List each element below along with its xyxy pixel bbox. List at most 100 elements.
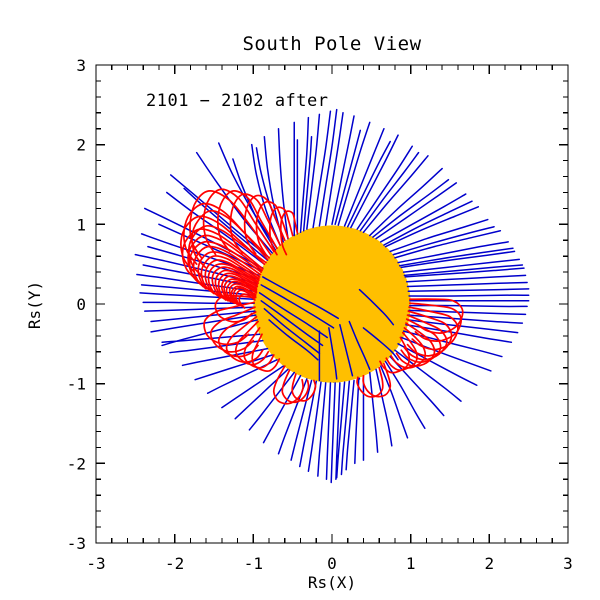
field-line-closed [217, 272, 259, 302]
field-line-closed [214, 294, 256, 323]
axis-group: -3 -2 -1 0 1 2 3 -3 -2 -1 0 1 2 3 [67, 56, 573, 573]
field-line-open [144, 306, 255, 312]
x-tick-label: -1 [244, 554, 263, 573]
field-line-open [356, 145, 413, 230]
field-line-open [161, 319, 259, 347]
y-tick-label: -3 [67, 534, 86, 553]
field-line-open [268, 319, 319, 361]
y-tick-label: 3 [76, 56, 86, 75]
field-line-open [406, 281, 528, 288]
field-line-closed [279, 210, 299, 256]
field-line-closed [214, 269, 259, 301]
field-line-open [340, 380, 351, 476]
field-line-closed [251, 333, 281, 372]
field-line-open [362, 155, 429, 234]
field-line-open [290, 379, 313, 461]
field-line-open [369, 371, 379, 453]
field-line-open [335, 382, 341, 481]
x-tick-label: 2 [485, 554, 495, 573]
field-line-open [380, 193, 467, 243]
field-line-open [318, 108, 338, 227]
field-line-closed [230, 285, 257, 306]
field-line-open [358, 288, 395, 326]
field-line-open [150, 310, 256, 323]
field-line-open [408, 294, 530, 297]
field-line-open [263, 308, 321, 355]
field-line-closed [204, 259, 260, 297]
field-line-closed [409, 302, 462, 342]
field-line-closed [235, 289, 257, 308]
y-axis-label: Rs(Y) [25, 281, 44, 329]
field-line-open [389, 218, 489, 253]
field-line-open [251, 143, 281, 246]
field-line-open [350, 134, 399, 229]
field-line-open [183, 187, 269, 261]
field-line-open [328, 327, 338, 380]
y-tick-label: -1 [67, 375, 86, 394]
field-line-closed [197, 251, 261, 293]
field-line-open [299, 380, 318, 468]
solar-disk [253, 225, 411, 383]
field-line-closed [390, 327, 427, 369]
field-line-open [384, 206, 480, 248]
field-line-closed [243, 194, 286, 255]
field-line-closed [409, 298, 464, 334]
field-line-closed [192, 245, 262, 290]
field-line-closed [187, 224, 267, 278]
field-line-open [403, 264, 524, 277]
x-axis-label: Rs(X) [308, 573, 356, 592]
x-tick-label: -3 [86, 554, 105, 573]
y-tick-label: 1 [76, 215, 86, 234]
field-line-closed [203, 301, 255, 346]
x-tick-label: 1 [406, 554, 416, 573]
field-line-open [397, 343, 478, 387]
field-line-open [372, 178, 450, 238]
field-line-closed [291, 373, 317, 402]
open-field-lines [134, 108, 530, 484]
field-line-open [402, 258, 520, 273]
field-line-open [307, 381, 322, 473]
closed-field-lines [180, 188, 464, 405]
field-line-closed [207, 263, 259, 298]
field-line-open [317, 382, 327, 477]
field-line-closed [272, 365, 304, 405]
field-line-open [404, 267, 525, 278]
field-line-closed [408, 306, 459, 351]
field-line-open [394, 349, 462, 402]
field-line-open [334, 129, 362, 226]
field-line-open [346, 140, 391, 228]
field-line-closed [281, 369, 310, 404]
field-lines-on-disk [258, 276, 399, 382]
field-line-closed [191, 209, 270, 269]
field-line-open [299, 116, 310, 234]
field-line-open [348, 320, 371, 371]
field-line-open [394, 229, 502, 259]
field-line-open [362, 327, 399, 361]
y-tick-label: 0 [76, 295, 86, 314]
field-line-closed [223, 278, 258, 304]
field-line-open [345, 379, 355, 471]
field-line-open [302, 135, 313, 232]
field-line-open [354, 378, 360, 465]
field-line-open [194, 354, 273, 381]
field-line-closed [234, 320, 270, 366]
field-line-open [166, 191, 266, 265]
field-line-open [169, 339, 264, 354]
field-line-open [380, 365, 409, 439]
field-line-open [397, 241, 509, 264]
page-title: South Pole View [242, 33, 421, 55]
field-line-open [169, 174, 270, 259]
y-tick-label: 2 [76, 136, 86, 155]
field-line-open [405, 274, 527, 283]
field-line-open [262, 276, 340, 320]
x-tick-label: -2 [165, 554, 184, 573]
field-lines-group [134, 108, 530, 484]
field-line-open [306, 113, 321, 230]
field-line-open [407, 288, 530, 292]
annotation-label: 2101 − 2102 after [146, 91, 329, 111]
field-line-open [369, 167, 443, 237]
field-line-closed [243, 327, 275, 369]
field-line-closed [269, 206, 294, 256]
field-line-closed [225, 280, 258, 305]
